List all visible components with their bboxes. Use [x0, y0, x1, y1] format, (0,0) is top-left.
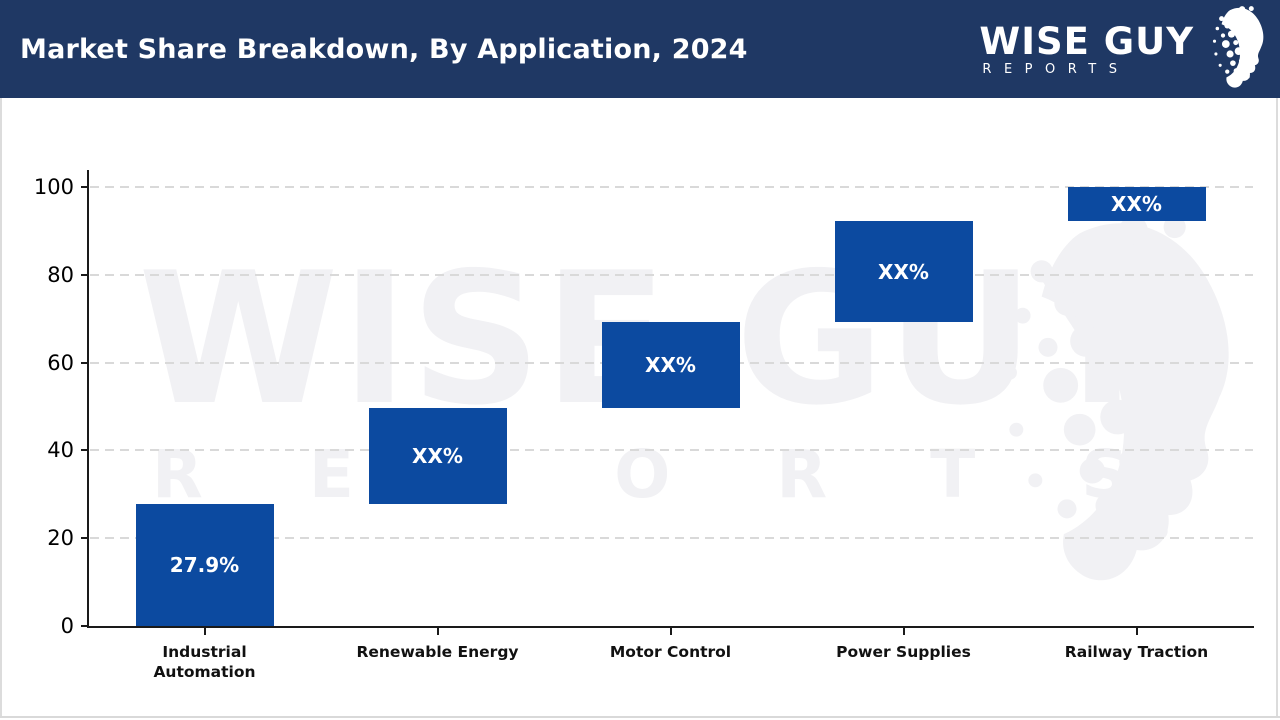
y-axis-tick [81, 186, 88, 188]
y-axis-tick [81, 449, 88, 452]
logo-subtext: REPORTS [982, 61, 1130, 77]
bar-value-label: XX% [412, 443, 463, 468]
x-category-label: Railway Traction [1064, 643, 1209, 661]
y-tick-label: 0 [60, 614, 74, 638]
watermark-subtext: REPORTS [152, 436, 1235, 513]
x-category-label: Power Supplies [836, 643, 971, 661]
logo-wordmark: WISE GUY [979, 19, 1194, 63]
y-tick-label: 40 [47, 438, 74, 463]
x-category-label: Motor Control [609, 643, 732, 661]
y-axis-tick [81, 273, 88, 276]
y-axis-tick [81, 361, 88, 364]
y-tick-label: 100 [33, 175, 74, 199]
gridline [90, 449, 1253, 452]
bar-value-label: XX% [645, 353, 696, 377]
y-tick-label: 20 [47, 526, 74, 551]
bar-value-label: 27.9% [169, 552, 240, 577]
bar: XX% [368, 407, 507, 504]
y-axis-line [87, 170, 89, 628]
bottom-rule [0, 716, 1280, 718]
gridline [90, 186, 1253, 188]
bar: XX% [601, 322, 740, 408]
bar-value-label: XX% [1111, 191, 1162, 216]
gridline [90, 273, 1253, 276]
x-axis-tick [902, 628, 905, 635]
x-axis-line [87, 626, 1254, 628]
wiseguy-logo: WISE GUY REPORTS [979, 0, 1266, 98]
x-axis-tick [669, 628, 672, 635]
dotted-face-profile-watermark [1003, 215, 1229, 581]
bar: XX% [834, 220, 973, 323]
bar: 27.9% [135, 503, 274, 626]
logo-text: WISE GUY REPORTS [979, 23, 1194, 76]
x-axis-tick [1135, 628, 1138, 635]
x-axis-tick [203, 628, 206, 635]
bar: XX% [1067, 187, 1206, 221]
bar-value-label: XX% [878, 259, 929, 284]
x-category-label: Industrial Automation [153, 643, 256, 682]
x-axis-tick [436, 628, 439, 635]
y-axis-tick [81, 625, 88, 627]
y-tick-label: 60 [47, 350, 74, 375]
dotted-face-profile-icon [1212, 6, 1264, 88]
header-bar: Market Share Breakdown, By Application, … [0, 0, 1280, 98]
page-title: Market Share Breakdown, By Application, … [20, 33, 748, 65]
gridline [90, 537, 1253, 540]
y-axis-tick [81, 537, 88, 540]
y-tick-label: 80 [47, 262, 74, 287]
x-category-label: Renewable Energy [356, 643, 519, 661]
